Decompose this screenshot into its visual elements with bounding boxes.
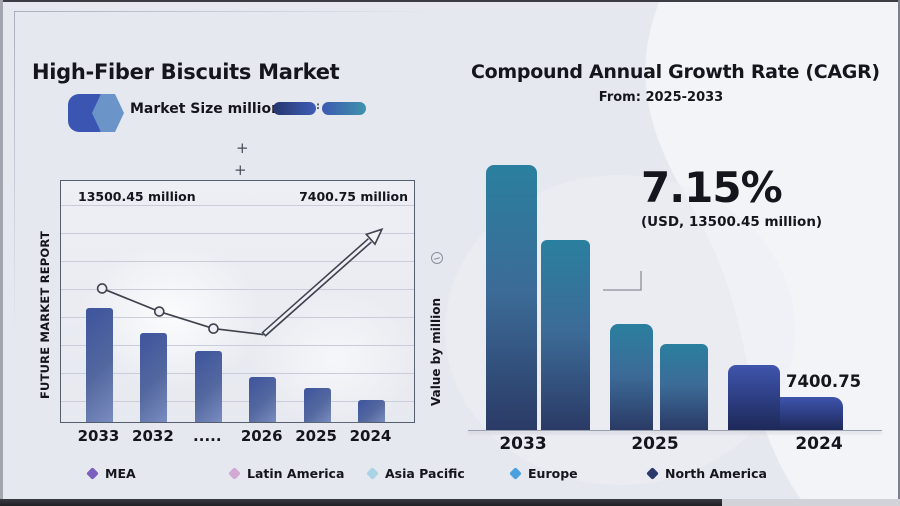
left-bar-2033 bbox=[86, 308, 113, 422]
legend-item-asia-pacific: Asia Pacific bbox=[366, 466, 465, 481]
legend-row: MEA Latin America Asia Pacific Europe North … bbox=[0, 466, 900, 488]
left-bar-2025 bbox=[303, 388, 331, 422]
left-chart-min-label: 7400.75 million bbox=[299, 189, 408, 204]
cagr-subtitle: From: 2025-2033 bbox=[598, 90, 724, 105]
right-bar-secondary-2033 bbox=[541, 240, 590, 430]
left-x-label: 2024 bbox=[349, 427, 392, 445]
legend-label: North America bbox=[665, 466, 767, 481]
legend-item-north-america: North America bbox=[646, 466, 767, 481]
inner-frame-line-horizontal bbox=[14, 11, 434, 12]
left-bar-2024 bbox=[358, 400, 385, 422]
cagr-value: 7.15% bbox=[641, 163, 783, 212]
right-bar-primary-2024 bbox=[728, 365, 780, 430]
legend-diamond-icon bbox=[646, 467, 659, 480]
left-chart-y-axis-label: Value by million bbox=[429, 297, 443, 407]
right-chart-axis-line bbox=[468, 430, 882, 431]
cagr-title: Compound Annual Growth Rate (CAGR) bbox=[471, 61, 880, 83]
bottom-border-dark bbox=[0, 499, 722, 506]
legend-item-europe: Europe bbox=[509, 466, 578, 481]
watermark-vertical-text: FUTURE MARKET REPORT bbox=[38, 230, 52, 400]
left-bar-2026 bbox=[249, 377, 277, 422]
right-bar-secondary-2025 bbox=[660, 344, 708, 430]
right-chart-bars: 2033 2025 2024 bbox=[468, 160, 882, 454]
inner-frame-line-vertical bbox=[14, 11, 15, 341]
left-x-label: ..... bbox=[193, 427, 222, 445]
legend-diamond-icon bbox=[228, 467, 241, 480]
right-bar-primary-2033 bbox=[486, 165, 537, 430]
plus-mark-1: + bbox=[236, 139, 249, 157]
legend-label: Latin America bbox=[247, 466, 345, 481]
legend-label: Europe bbox=[528, 466, 578, 481]
bottom-border-light bbox=[722, 499, 900, 506]
trend-line-and-arrow bbox=[96, 227, 384, 337]
left-chart-card bbox=[60, 180, 421, 431]
page-title: High-Fiber Biscuits Market bbox=[32, 60, 340, 84]
right-chart-value-label: 7400.75 bbox=[786, 372, 862, 391]
plus-mark-2: + bbox=[234, 161, 247, 179]
left-chart-bars bbox=[61, 181, 414, 422]
left-x-label: 2026 bbox=[240, 427, 283, 445]
left-bar-..... bbox=[194, 351, 222, 422]
right-x-label: 2033 bbox=[499, 434, 547, 454]
right-bar-primary-2025 bbox=[610, 324, 653, 430]
left-bar-2032 bbox=[140, 333, 168, 422]
legend-diamond-icon bbox=[366, 467, 379, 480]
left-border bbox=[0, 0, 3, 506]
left-x-label: 2025 bbox=[295, 427, 337, 445]
pill-separator: : bbox=[316, 101, 320, 112]
right-bar-secondary-2024 bbox=[780, 397, 843, 430]
gradient-pill-left bbox=[273, 102, 316, 115]
callout-bracket bbox=[603, 271, 642, 291]
left-x-label: 2033 bbox=[77, 427, 120, 445]
legend-label: Asia Pacific bbox=[385, 466, 465, 481]
legend-item-latin-america: Latin America bbox=[228, 466, 345, 481]
circle-minus-icon bbox=[431, 252, 443, 264]
cagr-detail: (USD, 13500.45 million) bbox=[641, 214, 823, 230]
right-chart: 2033 2025 2024 7400.75 bbox=[468, 160, 882, 454]
right-x-label: 2024 bbox=[795, 434, 843, 454]
left-chart-gridlines bbox=[61, 205, 414, 422]
legend-label: MEA bbox=[105, 466, 136, 481]
legend-diamond-icon bbox=[509, 467, 522, 480]
right-x-label: 2025 bbox=[631, 434, 679, 454]
market-size-label: Market Size million bbox=[130, 101, 282, 117]
right-border bbox=[898, 0, 900, 506]
legend-diamond-icon bbox=[86, 467, 99, 480]
legend-item-mea: MEA bbox=[86, 466, 136, 481]
gradient-pill-right bbox=[322, 102, 366, 115]
left-x-label: 2032 bbox=[132, 427, 174, 445]
left-chart-x-axis-labels: 2033 2032..... 2026 2025 2024 bbox=[60, 427, 415, 447]
left-chart-max-label: 13500.45 million bbox=[78, 189, 196, 204]
database-cylinder-icon bbox=[68, 94, 124, 132]
top-border bbox=[0, 0, 900, 2]
